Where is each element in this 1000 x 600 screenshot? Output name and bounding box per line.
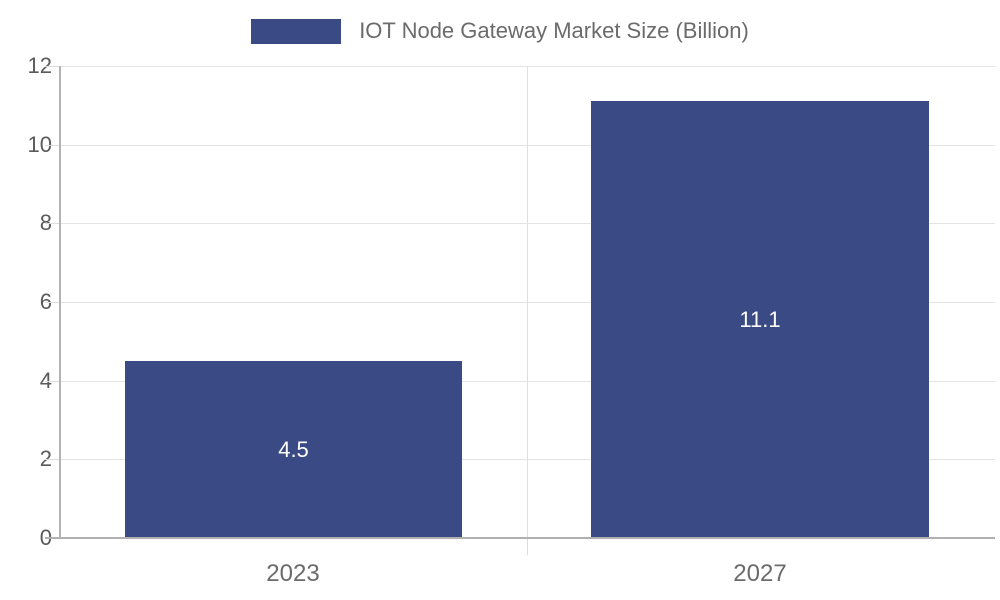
y-tick-label-4: 4 bbox=[39, 367, 52, 393]
y-tick-label-10: 10 bbox=[27, 131, 52, 157]
legend-item-series-0[interactable]: IOT Node Gateway Market Size (Billion) bbox=[251, 18, 749, 44]
y-tick-mark-8 bbox=[45, 223, 60, 225]
y-tick-label-12: 12 bbox=[27, 53, 52, 78]
x-tick-label-2027: 2027 bbox=[733, 560, 787, 587]
chart-legend: IOT Node Gateway Market Size (Billion) bbox=[0, 14, 1000, 48]
plot-area: 4.5 11.1 bbox=[60, 66, 995, 538]
bar-value-2023: 4.5 bbox=[278, 437, 309, 462]
legend-label: IOT Node Gateway Market Size (Billion) bbox=[359, 18, 749, 43]
bar-value-2027: 11.1 bbox=[739, 307, 781, 332]
legend-swatch-icon bbox=[251, 18, 342, 44]
y-axis-line bbox=[59, 66, 61, 538]
y-tick-mark-6 bbox=[45, 302, 60, 303]
y-tick-mark-2 bbox=[45, 459, 60, 461]
x-tick-mark-divider bbox=[527, 539, 528, 555]
y-tick-mark-10 bbox=[45, 144, 60, 146]
y-tick-label-2: 2 bbox=[39, 446, 52, 472]
x-axis-line bbox=[45, 537, 995, 539]
y-tick-mark-12 bbox=[45, 66, 60, 67]
bar-2027[interactable] bbox=[591, 101, 929, 538]
y-axis-tick-labels: 0 2 4 6 8 10 12 bbox=[0, 55, 52, 549]
y-tick-mark-4 bbox=[45, 380, 60, 382]
bar-2023[interactable] bbox=[125, 361, 462, 538]
category-divider bbox=[527, 66, 528, 538]
y-tick-label-8: 8 bbox=[39, 210, 52, 236]
x-tick-label-2023: 2023 bbox=[266, 560, 320, 587]
y-tick-label-6: 6 bbox=[39, 289, 52, 314]
